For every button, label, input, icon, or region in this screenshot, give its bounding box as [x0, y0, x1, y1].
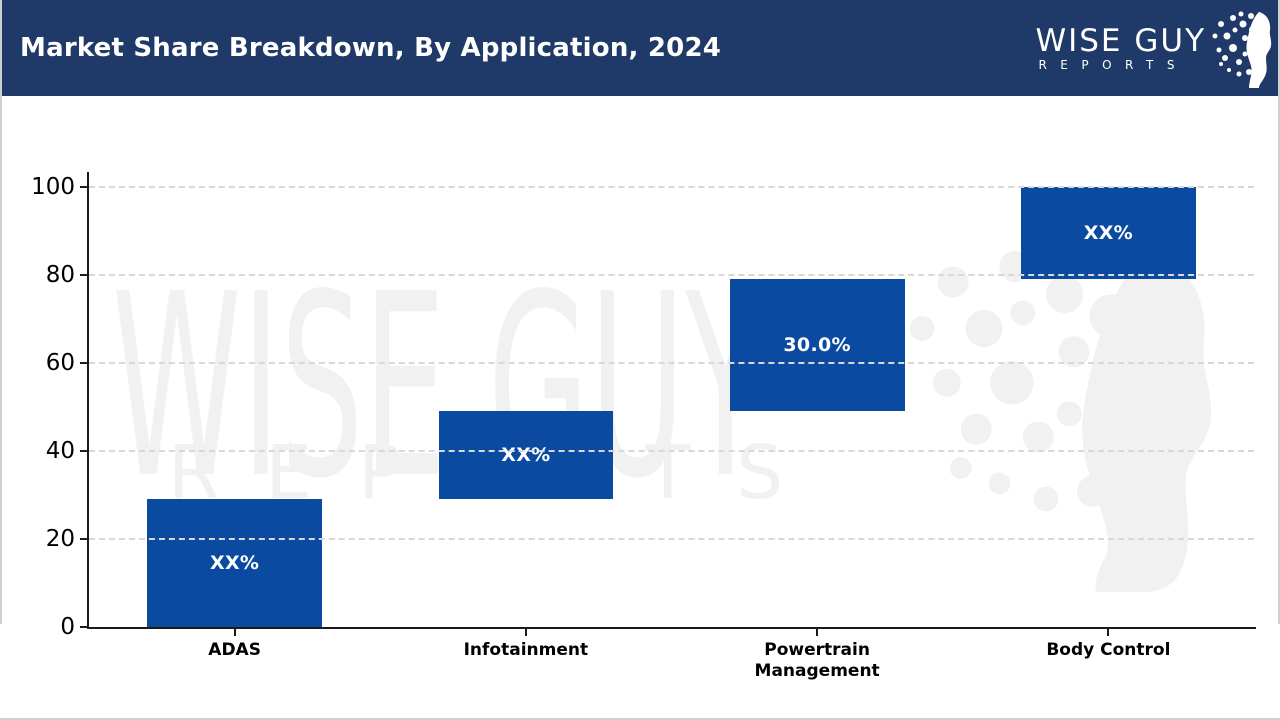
x-axis-spine: [87, 627, 1256, 629]
frame-border-bottom: [0, 718, 1280, 720]
y-tick-mark-100: [80, 186, 88, 188]
frame-border-right: [1278, 0, 1280, 624]
y-tick-mark-20: [80, 538, 88, 540]
y-axis-spine: [87, 172, 89, 629]
frame-border-left: [0, 0, 2, 624]
x-category-label-infotainment: Infotainment: [463, 640, 589, 660]
y-tick-label-20: 20: [45, 526, 75, 552]
y-tick-mark-40: [80, 450, 88, 452]
bar-value-label-infotainment: XX%: [501, 444, 551, 467]
bar-value-label-body-control: XX%: [1083, 222, 1133, 245]
bar-body-control: XX%: [1021, 187, 1196, 280]
gridline-80: [89, 274, 1254, 276]
page-title: Market Share Breakdown, By Application, …: [20, 33, 722, 63]
y-tick-mark-60: [80, 362, 88, 364]
gridline-40: [89, 450, 1254, 452]
gridline-20: [89, 538, 1254, 540]
y-tick-label-40: 40: [45, 438, 75, 464]
y-tick-label-0: 0: [60, 614, 75, 640]
y-tick-label-100: 100: [31, 174, 75, 200]
bar-value-label-adas: XX%: [210, 552, 260, 575]
x-tick-mark-body-control: [1107, 629, 1110, 636]
brand-subtitle-text: REPORTS: [1038, 58, 1188, 72]
y-tick-label-80: 80: [45, 262, 75, 288]
y-tick-label-60: 60: [45, 350, 75, 376]
header-bar: Market Share Breakdown, By Application, …: [0, 0, 1280, 96]
bar-powertrain-management: 30.0%: [729, 279, 905, 412]
wiseguy-logo: WISE GUY REPORTS: [1035, 6, 1280, 90]
bar-infotainment: XX%: [438, 411, 614, 500]
x-category-label-powertrain-management: Powertrain Management: [754, 640, 880, 681]
y-tick-mark-0: [80, 626, 88, 628]
x-tick-mark-infotainment: [524, 629, 527, 636]
y-tick-mark-80: [80, 274, 88, 276]
dotted-head-icon: [1212, 11, 1272, 88]
bar-value-label-powertrain-management: 30.0%: [783, 334, 851, 357]
gridline-100: [89, 186, 1254, 188]
gridline-60: [89, 362, 1254, 364]
x-category-label-adas: ADAS: [208, 640, 261, 660]
x-tick-mark-powertrain-management: [816, 629, 819, 636]
x-category-label-body-control: Body Control: [1046, 640, 1171, 660]
bar-adas: XX%: [147, 499, 322, 627]
x-tick-mark-adas: [233, 629, 236, 636]
brand-wordmark: WISE GUY REPORTS: [1035, 24, 1206, 72]
brand-name-text: WISE GUY: [1035, 23, 1206, 59]
